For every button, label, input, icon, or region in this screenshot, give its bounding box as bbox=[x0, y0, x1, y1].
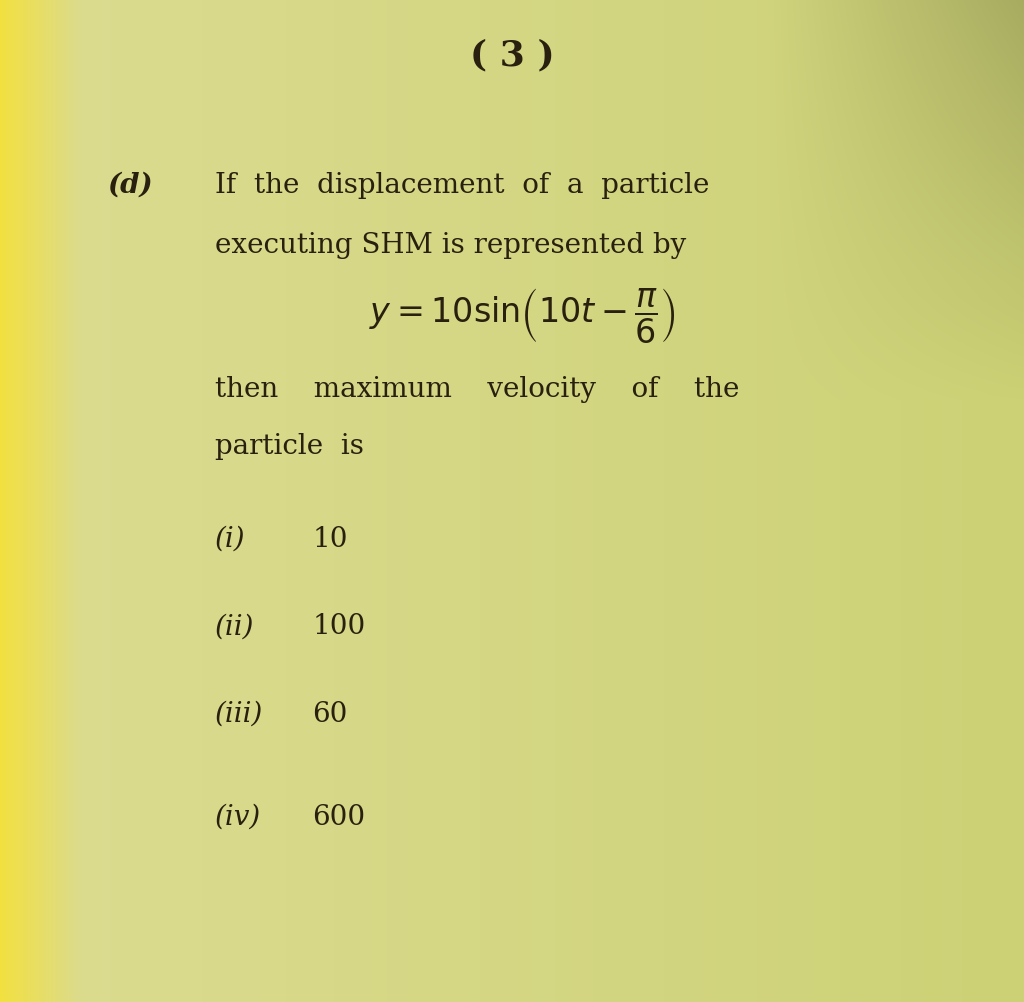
Text: (i): (i) bbox=[215, 526, 246, 552]
Text: 10: 10 bbox=[312, 526, 348, 552]
Text: (iii): (iii) bbox=[215, 700, 263, 726]
Text: 60: 60 bbox=[312, 700, 348, 726]
Text: (ii): (ii) bbox=[215, 613, 255, 639]
Text: 600: 600 bbox=[312, 804, 366, 830]
Text: 100: 100 bbox=[312, 613, 366, 639]
Text: (d): (d) bbox=[108, 172, 154, 198]
Text: $y = 10\sin\!\left(10t - \dfrac{\pi}{6}\right)$: $y = 10\sin\!\left(10t - \dfrac{\pi}{6}\… bbox=[369, 287, 676, 345]
Text: executing SHM is represented by: executing SHM is represented by bbox=[215, 232, 686, 259]
Text: ( 3 ): ( 3 ) bbox=[470, 38, 554, 72]
Text: then    maximum    velocity    of    the: then maximum velocity of the bbox=[215, 376, 739, 402]
Text: particle  is: particle is bbox=[215, 433, 364, 459]
Text: (iv): (iv) bbox=[215, 804, 261, 830]
Text: If  the  displacement  of  a  particle: If the displacement of a particle bbox=[215, 172, 710, 198]
